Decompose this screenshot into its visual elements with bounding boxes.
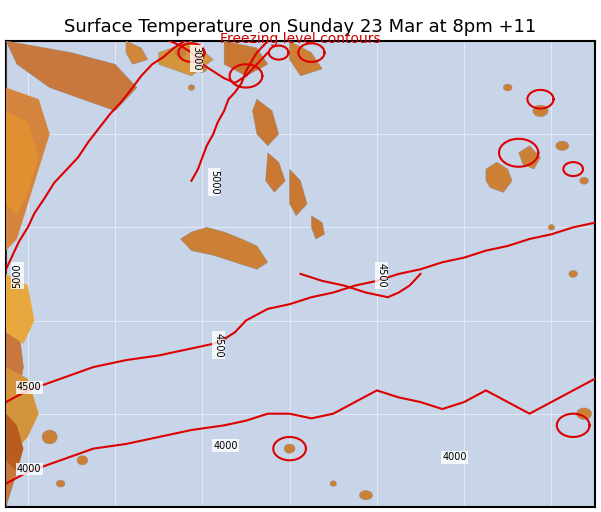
Polygon shape	[519, 146, 540, 169]
Polygon shape	[359, 490, 373, 500]
Text: 3000: 3000	[192, 47, 201, 71]
Polygon shape	[198, 66, 207, 72]
Polygon shape	[290, 41, 322, 76]
Polygon shape	[224, 41, 268, 76]
Polygon shape	[6, 367, 38, 449]
Text: Surface Temperature on Sunday 23 Mar at 8pm +11: Surface Temperature on Sunday 23 Mar at …	[64, 18, 537, 36]
Polygon shape	[175, 48, 186, 57]
Polygon shape	[6, 41, 23, 507]
Polygon shape	[159, 41, 213, 76]
Polygon shape	[556, 141, 569, 151]
Polygon shape	[126, 41, 148, 64]
Polygon shape	[266, 153, 285, 193]
Text: 4500: 4500	[17, 382, 41, 392]
Text: 5000: 5000	[13, 263, 23, 288]
Polygon shape	[533, 105, 548, 117]
Polygon shape	[504, 84, 512, 91]
Polygon shape	[311, 216, 325, 239]
Text: 4500: 4500	[377, 263, 387, 288]
Text: Freezing level contours: Freezing level contours	[220, 32, 381, 46]
Polygon shape	[6, 88, 50, 250]
Polygon shape	[330, 481, 337, 486]
Polygon shape	[42, 430, 57, 444]
Polygon shape	[6, 274, 34, 344]
Polygon shape	[77, 456, 88, 465]
Polygon shape	[290, 169, 307, 216]
Polygon shape	[486, 162, 512, 193]
Polygon shape	[6, 111, 38, 216]
Text: 4000: 4000	[442, 452, 467, 462]
Text: 4000: 4000	[17, 464, 41, 474]
Polygon shape	[252, 99, 279, 146]
Text: 4000: 4000	[213, 441, 238, 451]
Polygon shape	[56, 480, 65, 487]
Text: 4500: 4500	[213, 333, 223, 357]
Polygon shape	[6, 41, 137, 111]
Polygon shape	[580, 177, 588, 184]
Polygon shape	[180, 227, 268, 269]
Polygon shape	[188, 85, 195, 90]
Polygon shape	[548, 225, 555, 230]
Polygon shape	[284, 444, 295, 453]
Polygon shape	[576, 408, 592, 419]
Polygon shape	[569, 270, 578, 278]
Polygon shape	[6, 414, 23, 472]
Text: 5000: 5000	[209, 170, 219, 195]
